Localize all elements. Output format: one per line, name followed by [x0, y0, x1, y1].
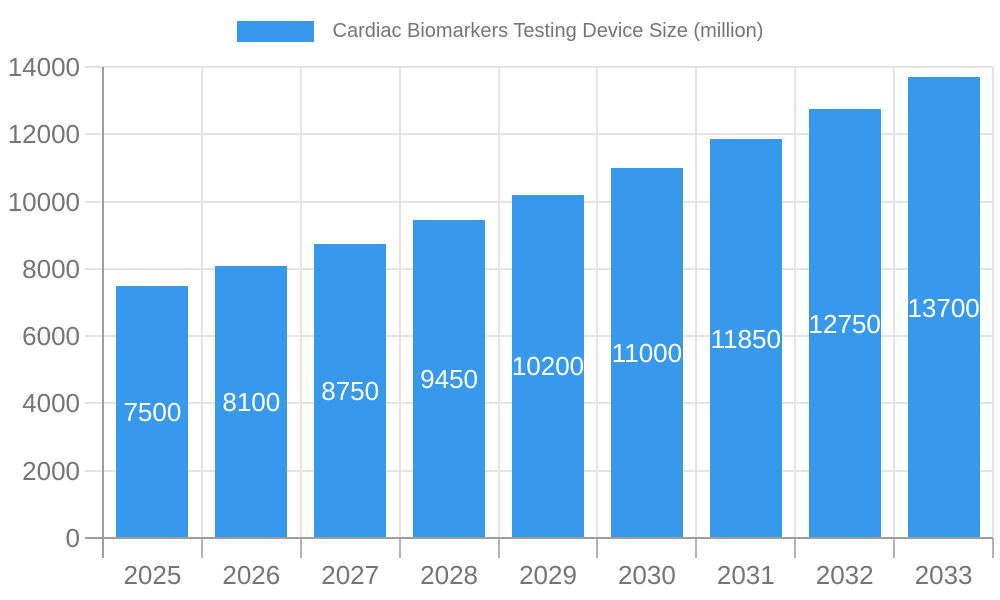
- x-gridline: [596, 67, 599, 538]
- y-tick-label: 14000: [7, 52, 80, 82]
- bar[interactable]: [314, 243, 387, 538]
- y-tick-label: 10000: [7, 186, 80, 217]
- legend-swatch-icon: [236, 20, 314, 42]
- x-tick-label: 2028: [420, 560, 479, 590]
- x-gridline: [794, 67, 797, 538]
- y-tick-label: 8000: [22, 253, 80, 284]
- y-axis-line: [102, 67, 104, 558]
- y-gridline: [85, 66, 993, 68]
- legend-label: Cardiac Biomarkers Testing Device Size (…: [332, 19, 764, 42]
- x-tick-label: 2033: [914, 560, 973, 590]
- bar[interactable]: [610, 167, 683, 538]
- bar-value-label: 9450: [420, 364, 479, 394]
- x-tick-label: 2031: [716, 560, 775, 590]
- x-gridline: [398, 67, 401, 538]
- x-gridline: [992, 67, 994, 538]
- x-gridline: [200, 67, 203, 538]
- bar-value-label: 11000: [611, 338, 683, 368]
- y-tick-label: 6000: [22, 321, 80, 352]
- x-tick-label: 2026: [222, 560, 281, 590]
- x-axis-tick: [299, 538, 302, 558]
- x-axis-tick: [596, 538, 599, 558]
- bar[interactable]: [808, 109, 881, 538]
- legend[interactable]: Cardiac Biomarkers Testing Device Size (…: [0, 19, 1000, 43]
- y-tick-label: 4000: [22, 388, 80, 419]
- bar[interactable]: [215, 265, 288, 538]
- x-axis-tick: [497, 538, 500, 558]
- x-axis-line: [85, 537, 993, 539]
- bar[interactable]: [512, 194, 584, 538]
- x-gridline: [497, 67, 500, 538]
- x-gridline: [893, 67, 896, 538]
- x-axis-tick: [200, 538, 203, 558]
- x-axis-tick: [695, 538, 698, 558]
- x-tick-label: 2027: [321, 560, 380, 590]
- x-tick-label: 2029: [519, 560, 577, 590]
- x-axis-tick: [398, 538, 401, 558]
- y-gridline: [85, 133, 993, 136]
- bar[interactable]: [907, 77, 980, 538]
- x-tick-label: 2025: [123, 560, 182, 590]
- bar[interactable]: [413, 220, 486, 538]
- bar-value-label: 13700: [907, 292, 980, 323]
- bar-value-label: 7500: [123, 396, 182, 427]
- bar[interactable]: [709, 139, 782, 538]
- y-tick-label: 12000: [7, 119, 80, 150]
- bar-value-label: 8100: [222, 386, 281, 417]
- x-axis-tick: [794, 538, 797, 558]
- bar-value-label: 8750: [321, 375, 380, 406]
- x-gridline: [299, 67, 302, 538]
- y-tick-label: 0: [65, 523, 80, 553]
- x-axis-tick: [992, 538, 994, 558]
- x-tick-label: 2030: [617, 560, 676, 590]
- x-gridline: [695, 67, 698, 538]
- bar-value-label: 12750: [808, 308, 881, 339]
- y-tick-label: 2000: [22, 455, 80, 486]
- bar-value-label: 11850: [710, 323, 781, 354]
- x-axis-tick: [893, 538, 896, 558]
- x-tick-label: 2032: [815, 560, 874, 590]
- bar-value-label: 10200: [511, 351, 585, 382]
- bar[interactable]: [116, 285, 189, 538]
